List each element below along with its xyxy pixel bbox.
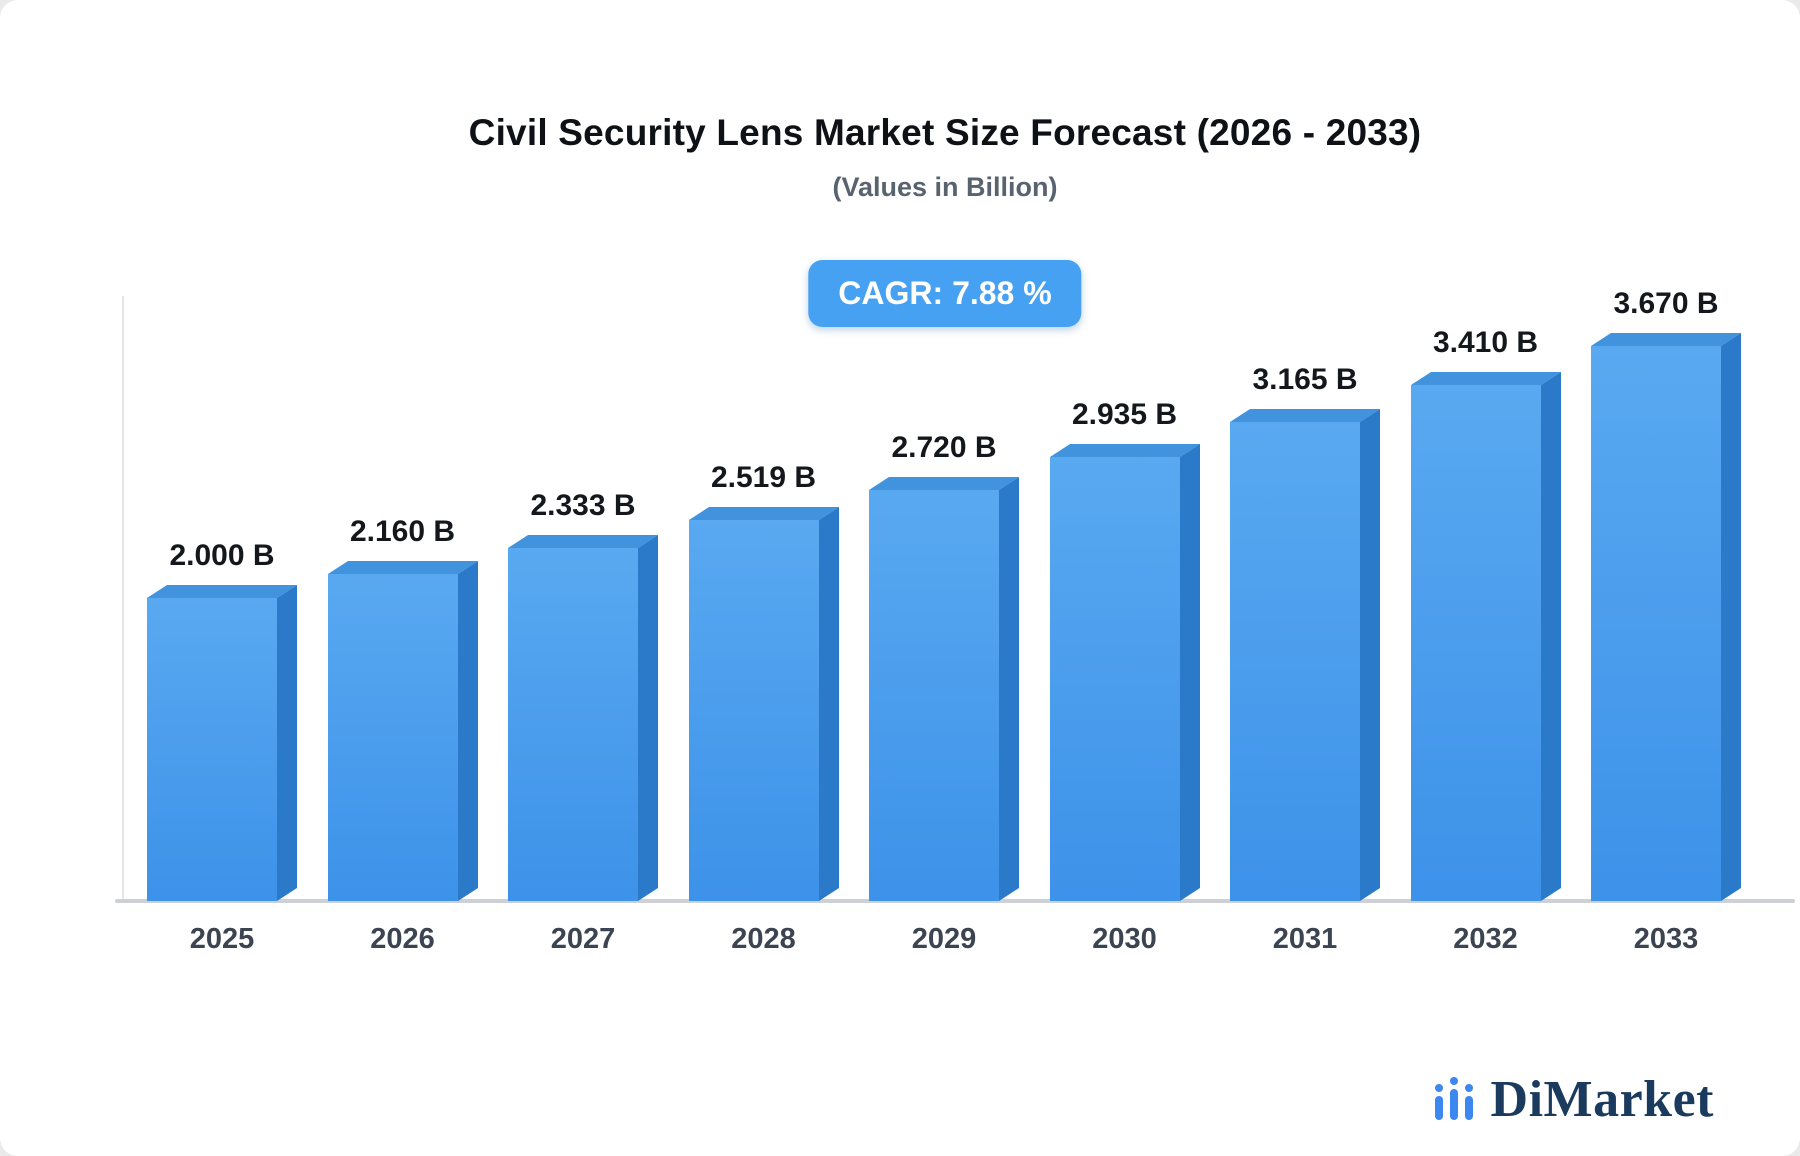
bar-value-label: 3.410 B: [1432, 326, 1539, 359]
bar-2032: [1410, 372, 1561, 901]
bar-shape: [147, 585, 297, 901]
bar-shape: [1410, 372, 1561, 901]
x-axis-label: 2028: [731, 923, 796, 955]
bar-2033: [1591, 333, 1741, 901]
x-axis-label: 2027: [550, 923, 616, 955]
bar-2025: [147, 585, 297, 901]
cagr-badge: CAGR: 7.88 %: [808, 260, 1082, 327]
bar-value-label: 2.519 B: [710, 461, 817, 494]
plot-area: 2.000 B 2025 2.160 B 2026 2.333 B 2027 2.519 B…: [115, 287, 1798, 955]
bar-value-label: 3.670 B: [1613, 287, 1719, 320]
bar-value-label: 2.000 B: [169, 539, 275, 572]
bar-shape: [327, 561, 478, 901]
x-axis-baseline: [115, 899, 1795, 903]
bar-shape: [1591, 333, 1741, 901]
bar-value-label: 2.935 B: [1071, 398, 1178, 431]
x-axis-label: 2032: [1453, 923, 1518, 955]
bar-2030: [1049, 444, 1200, 901]
bar-2027: [508, 535, 658, 901]
bar-2026: [327, 561, 478, 901]
x-axis-label: 2025: [189, 923, 255, 955]
x-axis-label: 2026: [370, 923, 435, 955]
x-axis-label: 2030: [1092, 923, 1157, 955]
x-axis-label: 2029: [911, 923, 977, 955]
bar-value-label: 3.165 B: [1252, 363, 1358, 396]
y-axis-line: [122, 296, 124, 901]
bar-shape: [869, 477, 1019, 901]
bar-chart-icon: [1434, 1077, 1473, 1120]
bar-shape: [508, 535, 658, 901]
logo: DiMarket: [1431, 1074, 1714, 1126]
bar-shape: [1049, 444, 1200, 901]
bar-2029: [869, 477, 1019, 901]
bar-2028: [688, 507, 839, 901]
chart-subtitle: (Values in Billion): [832, 172, 1058, 202]
bar-2031: [1230, 409, 1380, 901]
x-axis-label: 2033: [1633, 923, 1699, 955]
bar-value-label: 2.160 B: [349, 515, 456, 548]
bar-shape: [688, 507, 839, 901]
bar-shape: [1230, 409, 1380, 901]
bar-value-label: 2.333 B: [530, 489, 636, 522]
bar-value-label: 2.720 B: [891, 431, 997, 464]
chart-title: Civil Security Lens Market Size Forecast…: [468, 112, 1422, 153]
logo-text: DiMarket: [1490, 1071, 1714, 1128]
x-axis-label: 2031: [1272, 923, 1338, 955]
